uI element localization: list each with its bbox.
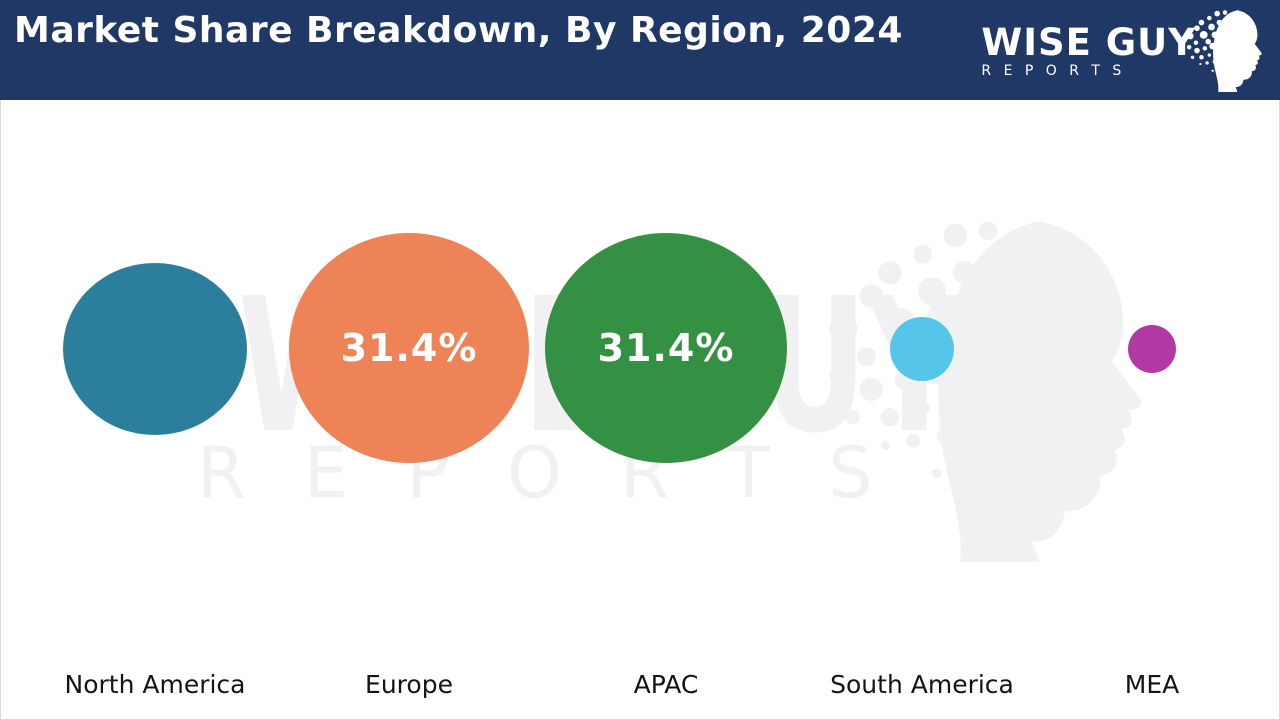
chart-area: WISE GUY R E P O R T S 31.4%31.4% North … <box>0 100 1280 720</box>
wise-guy-reports-logo: WISE GUY R E P O R T S <box>981 8 1268 92</box>
logo-wordmark: WISE GUY R E P O R T S <box>981 24 1196 79</box>
region-label-north-america: North America <box>64 670 246 699</box>
region-label-mea: MEA <box>1124 670 1180 699</box>
dotted-head-icon <box>1186 10 1262 92</box>
bubble-value-label-europe: 31.4% <box>340 326 478 370</box>
region-label-europe: Europe <box>365 670 453 699</box>
bubble-europe: 31.4% <box>289 233 529 463</box>
header-bar: Market Share Breakdown, By Region, 2024 … <box>0 0 1280 100</box>
logo-line-reports: R E P O R T S <box>981 63 1126 79</box>
bubble-value-label-apac: 31.4% <box>597 326 735 370</box>
region-label-apac: APAC <box>633 670 699 699</box>
page-title: Market Share Breakdown, By Region, 2024 <box>14 10 903 51</box>
bubble-apac: 31.4% <box>545 233 787 463</box>
bubble-north-america <box>63 263 247 435</box>
region-label-south-america: South America <box>830 670 1014 699</box>
region-label-row: North America Europe APAC South America MEA <box>1 100 1279 719</box>
logo-line-wise-guy: WISE GUY <box>981 21 1196 64</box>
